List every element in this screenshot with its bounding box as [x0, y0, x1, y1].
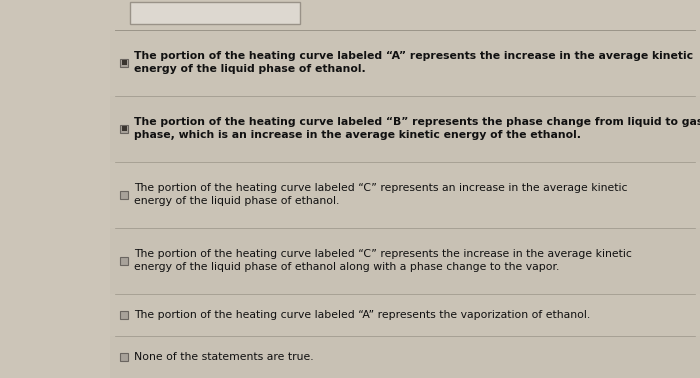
Bar — [110, 162, 700, 228]
Bar — [122, 126, 127, 132]
Bar — [110, 294, 700, 336]
Bar — [130, 2, 300, 24]
Bar — [120, 257, 128, 265]
Text: The portion of the heating curve labeled “B” represents the phase change from li: The portion of the heating curve labeled… — [134, 118, 700, 127]
Bar — [120, 59, 128, 67]
Text: The portion of the heating curve labeled “C” represents the increase in the aver: The portion of the heating curve labeled… — [134, 249, 632, 259]
Bar — [110, 228, 700, 294]
Text: None of the statements are true.: None of the statements are true. — [134, 352, 314, 362]
Text: The portion of the heating curve labeled “C” represents an increase in the avera: The portion of the heating curve labeled… — [134, 183, 627, 193]
Text: The portion of the heating curve labeled “A” represents the increase in the aver: The portion of the heating curve labeled… — [134, 51, 693, 62]
Text: energy of the liquid phase of ethanol along with a phase change to the vapor.: energy of the liquid phase of ethanol al… — [134, 262, 559, 272]
Text: energy of the liquid phase of ethanol.: energy of the liquid phase of ethanol. — [134, 196, 340, 206]
Bar — [120, 353, 128, 361]
Bar — [110, 336, 700, 378]
Text: energy of the liquid phase of ethanol.: energy of the liquid phase of ethanol. — [134, 65, 365, 74]
Bar — [122, 60, 127, 65]
Text: The portion of the heating curve labeled “A” represents the vaporization of etha: The portion of the heating curve labeled… — [134, 310, 590, 320]
Bar — [110, 96, 700, 162]
Bar — [120, 125, 128, 133]
Bar — [110, 30, 700, 96]
Text: phase, which is an increase in the average kinetic energy of the ethanol.: phase, which is an increase in the avera… — [134, 130, 581, 140]
Bar — [120, 191, 128, 199]
Bar — [120, 311, 128, 319]
